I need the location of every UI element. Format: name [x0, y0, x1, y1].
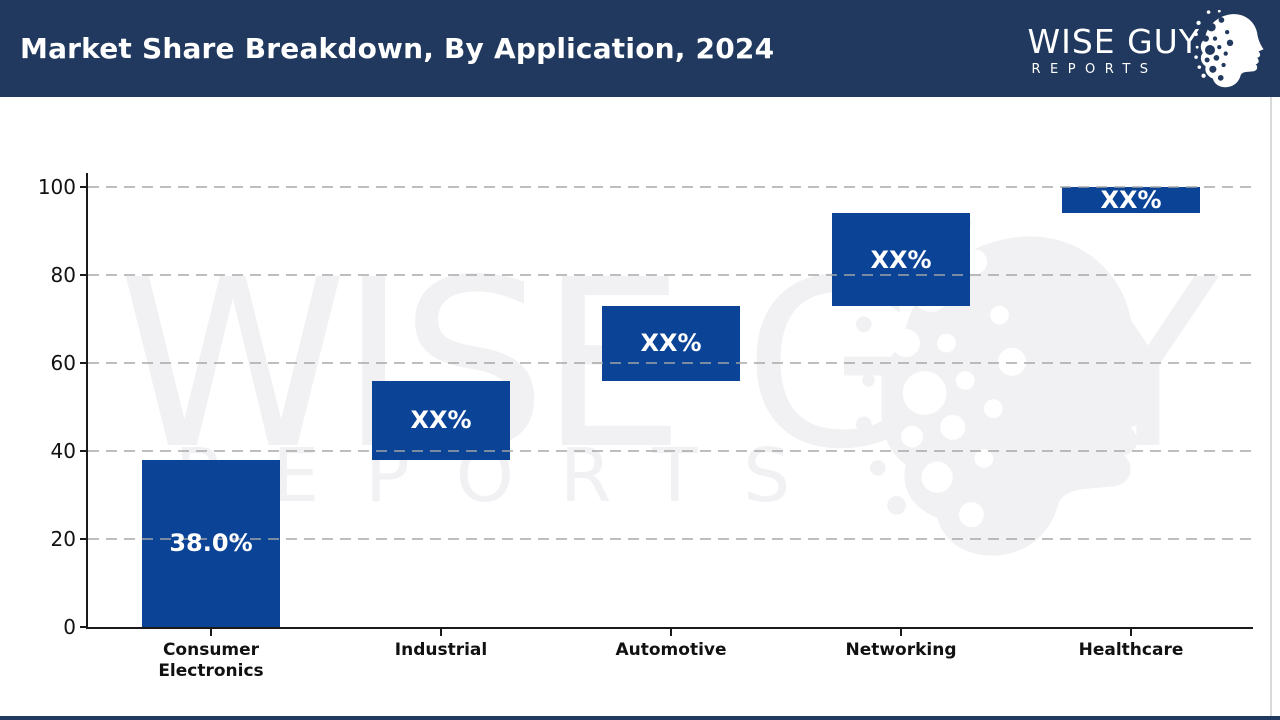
x-tick-0 [210, 629, 212, 636]
brand-name: WISE GUY [1027, 21, 1200, 61]
footer-accent-strip [0, 716, 1280, 720]
y-tick-60 [80, 362, 88, 364]
bar-value-label: XX% [640, 329, 702, 358]
x-category-label: Networking [845, 640, 957, 660]
bar-automotive [602, 305, 740, 381]
y-tick-40 [80, 450, 88, 452]
brand-logo: WISE GUY REPORTS [1027, 8, 1266, 92]
y-tick-100 [80, 186, 88, 188]
bar-value-label: XX% [870, 245, 932, 274]
y-tick-80 [80, 274, 88, 276]
y-tick-label-100: 100 [37, 175, 76, 199]
y-tick-0 [80, 626, 88, 628]
brand-wordmark: WISE GUY REPORTS [1027, 25, 1200, 76]
page-title: Market Share Breakdown, By Application, … [20, 32, 775, 65]
gridline-100 [88, 186, 1253, 188]
x-tick-1 [440, 629, 442, 636]
chart-right-border [1270, 97, 1272, 720]
y-tick-20 [80, 538, 88, 540]
x-category-label: Automotive [615, 640, 727, 660]
bar-consumer-electronics [142, 459, 280, 627]
x-tick-3 [900, 629, 902, 636]
bar-industrial [372, 380, 510, 460]
x-tick-2 [670, 629, 672, 636]
y-tick-label-60: 60 [50, 351, 76, 375]
bar-value-label: XX% [410, 406, 472, 435]
x-tick-4 [1130, 629, 1132, 636]
bar-networking [832, 213, 970, 306]
y-tick-label-80: 80 [50, 263, 76, 287]
header-bar: Market Share Breakdown, By Application, … [0, 0, 1280, 97]
gridline-20 [88, 538, 1253, 540]
x-category-label: Consumer Electronics [158, 640, 264, 681]
y-tick-label-20: 20 [50, 527, 76, 551]
chart-area: WISE GUY REPORTS 02040608010038.0%Consum… [0, 97, 1280, 720]
y-tick-label-40: 40 [50, 439, 76, 463]
gridline-60 [88, 362, 1253, 364]
gridline-40 [88, 450, 1253, 452]
bar-value-label: 38.0% [169, 529, 253, 558]
x-category-label: Healthcare [1078, 640, 1184, 660]
wise-guy-head-icon [1194, 10, 1266, 90]
bar-healthcare [1062, 187, 1200, 214]
y-axis-spine [86, 173, 88, 629]
y-tick-label-0: 0 [63, 615, 76, 639]
x-category-label: Industrial [394, 640, 488, 660]
brand-subname: REPORTS [1031, 61, 1158, 77]
bar-value-label: XX% [1100, 186, 1162, 215]
x-axis-spine [86, 627, 1253, 629]
gridline-80 [88, 274, 1253, 276]
